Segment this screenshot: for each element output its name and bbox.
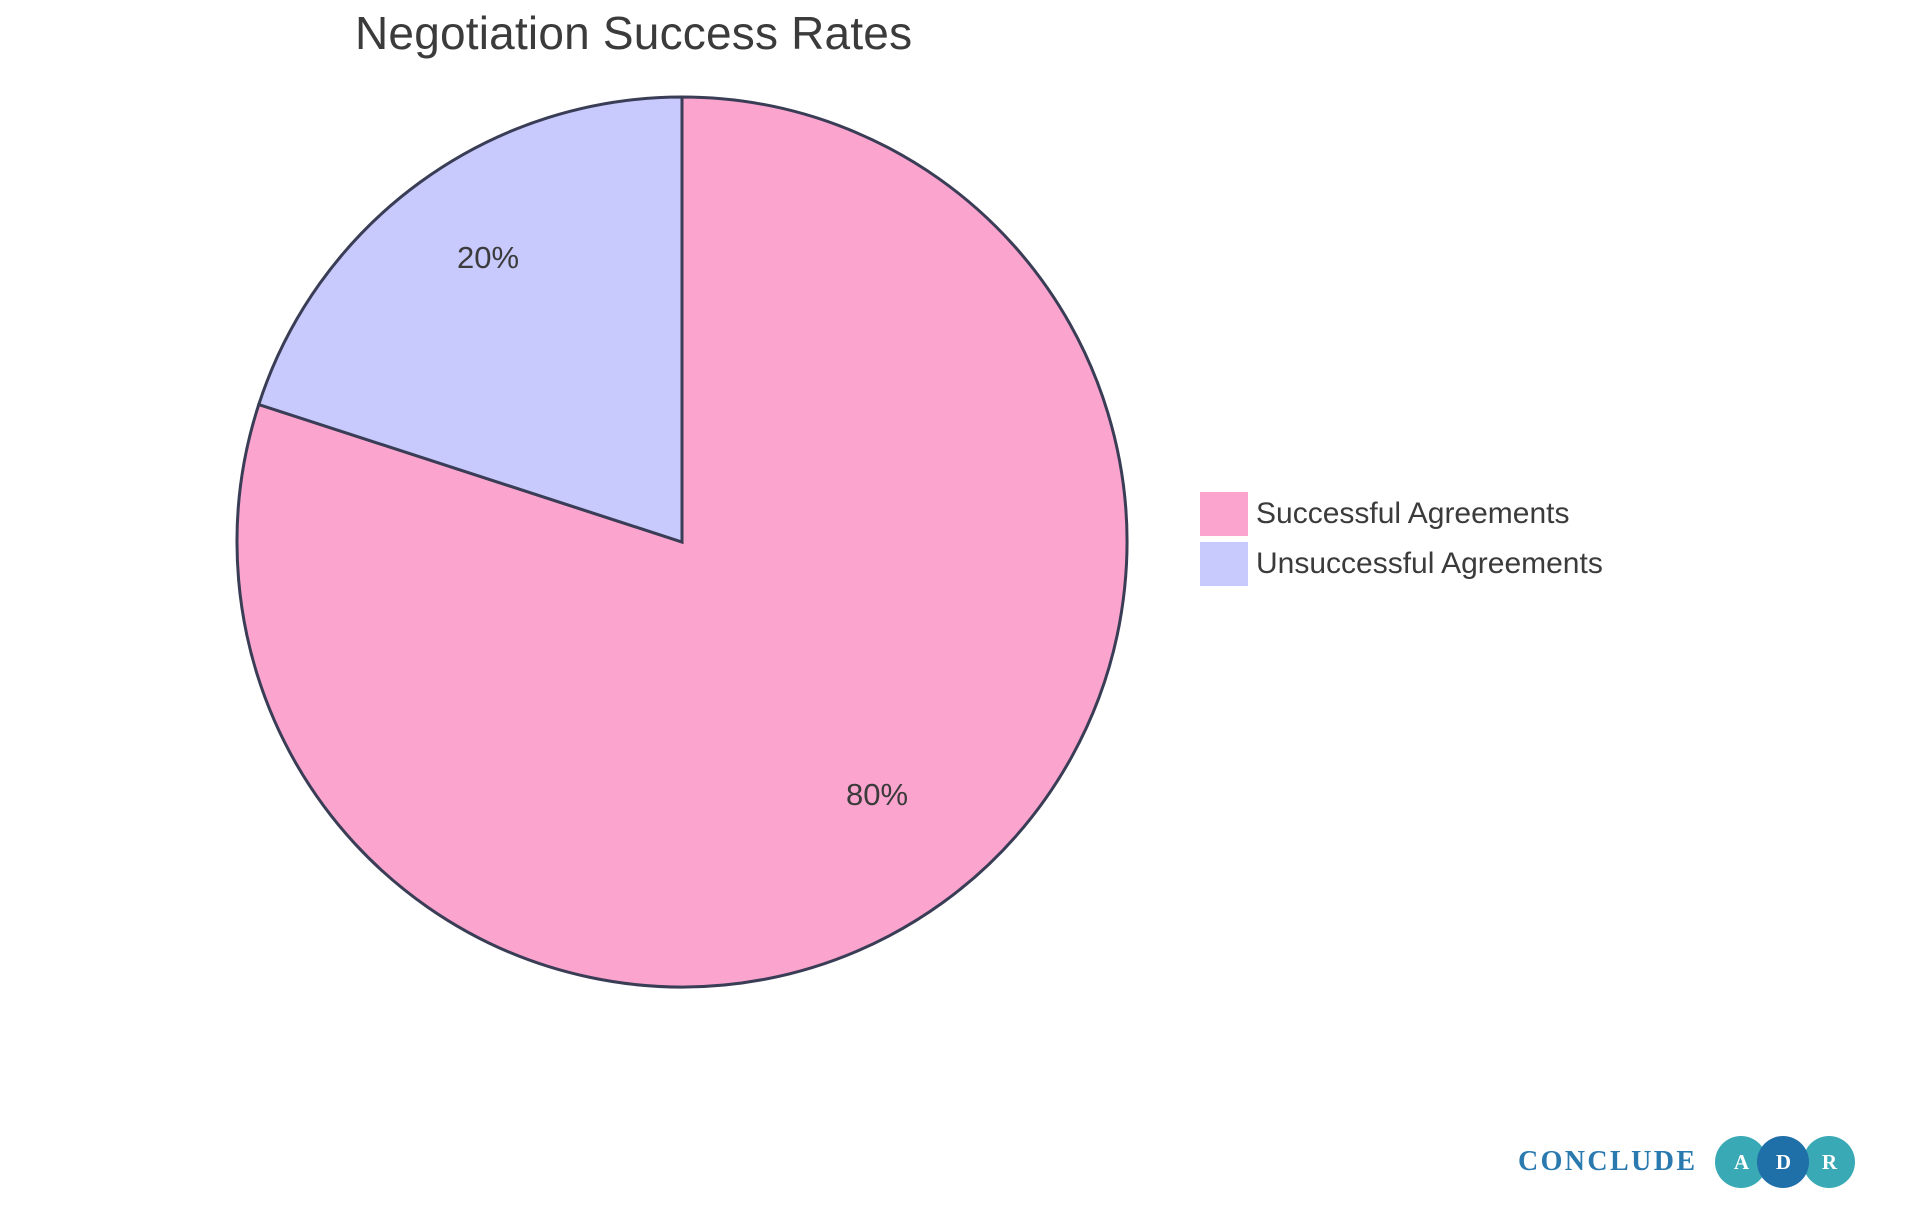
pie-slice-unsuccessful-agreements[interactable] [256, 95, 684, 545]
legend-swatch-successful-agreements [1200, 492, 1248, 536]
chart-title: Negotiation Success Rates [355, 7, 913, 59]
legend-swatch-unsuccessful-agreements [1200, 542, 1248, 586]
legend-item-unsuccessful-agreements[interactable]: Unsuccessful Agreements [1200, 539, 1603, 589]
brand-wordmark: CONCLUDE [1518, 1146, 1698, 1177]
pie-slice-label-80: 80% [846, 777, 908, 812]
pie-slice-label-20: 20% [457, 240, 519, 275]
brand-circle-d: D [1757, 1136, 1810, 1188]
legend-label-successful-agreements: Successful Agreements [1256, 497, 1570, 530]
legend-label-unsuccessful-agreements: Unsuccessful Agreements [1256, 547, 1603, 580]
brand-logo: CONCLUDE A D R [1518, 1136, 1857, 1188]
brand-circle-group: A D R [1715, 1136, 1857, 1188]
legend-item-successful-agreements[interactable]: Successful Agreements [1200, 489, 1603, 539]
chart-legend: Successful Agreements Unsuccessful Agree… [1200, 489, 1603, 589]
brand-circle-r: R [1803, 1136, 1856, 1188]
